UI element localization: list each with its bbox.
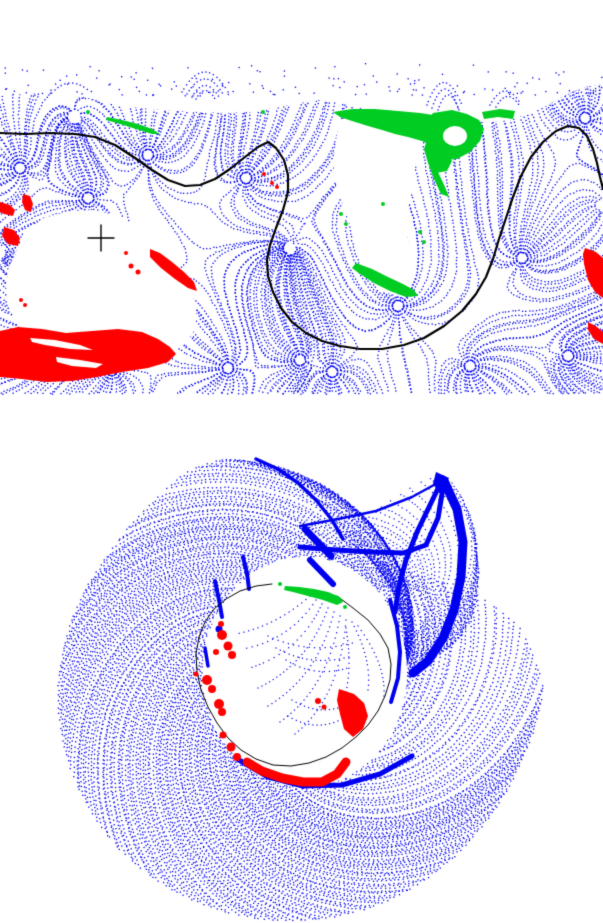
top-synoptic-map-canvas xyxy=(0,0,603,400)
bottom-spiral-view xyxy=(0,400,603,923)
top-synoptic-map xyxy=(0,0,603,400)
bottom-spiral-canvas xyxy=(0,400,603,923)
